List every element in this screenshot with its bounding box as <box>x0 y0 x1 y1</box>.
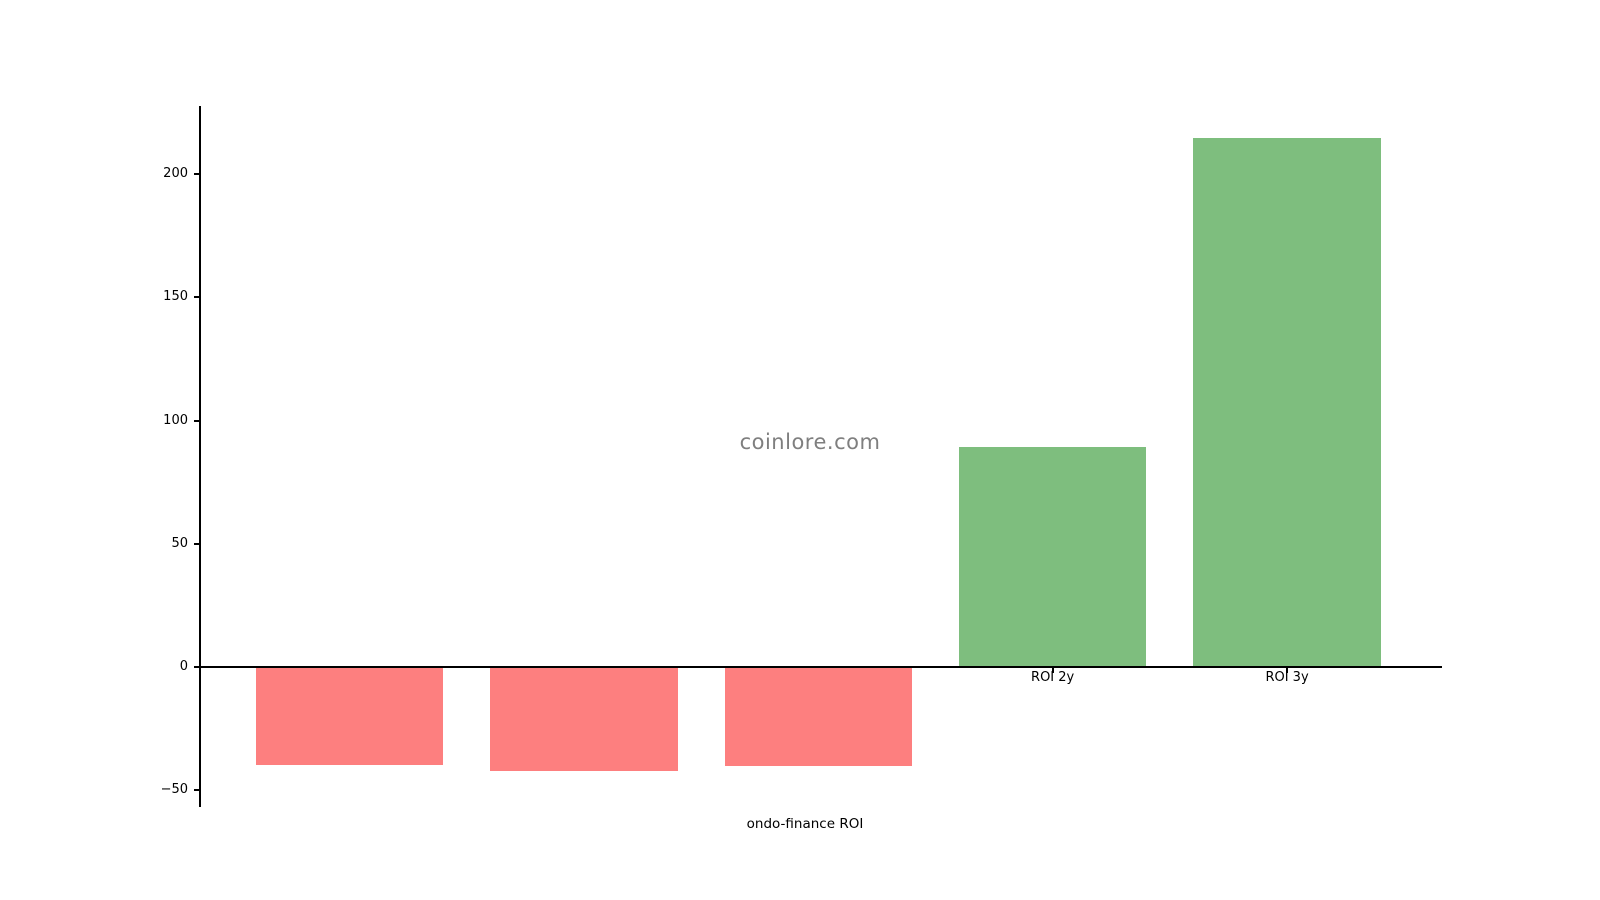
y-tick-mark <box>194 419 199 422</box>
y-tick-mark <box>194 173 199 176</box>
x-axis-zero-line <box>199 666 1442 668</box>
bar-negative-3 <box>724 668 912 767</box>
y-tick-label: 150 <box>163 289 188 305</box>
bar-negative-1 <box>255 668 444 766</box>
y-tick-label: −50 <box>160 782 188 798</box>
bar-negative-2 <box>490 668 678 771</box>
x-tick-mark <box>1051 668 1054 673</box>
y-tick-label: 0 <box>179 659 188 674</box>
y-tick-label: 100 <box>163 412 188 428</box>
y-tick-mark <box>194 789 199 792</box>
y-tick-mark <box>194 542 199 545</box>
x-tick-mark <box>1286 668 1289 673</box>
y-axis-spine <box>199 106 201 807</box>
chart-title: ondo-finance ROI <box>746 816 864 832</box>
bar-roi-2y <box>958 446 1147 667</box>
x-tick-label: ROI 2y <box>1031 670 1075 685</box>
y-tick-mark <box>194 666 199 668</box>
y-tick-label: 50 <box>171 535 188 551</box>
watermark: coinlore.com <box>739 430 881 454</box>
y-tick-label: 200 <box>163 166 188 182</box>
x-tick-label: ROI 3y <box>1265 670 1309 685</box>
bar-roi-3y <box>1193 138 1381 667</box>
y-tick-mark <box>194 296 199 299</box>
